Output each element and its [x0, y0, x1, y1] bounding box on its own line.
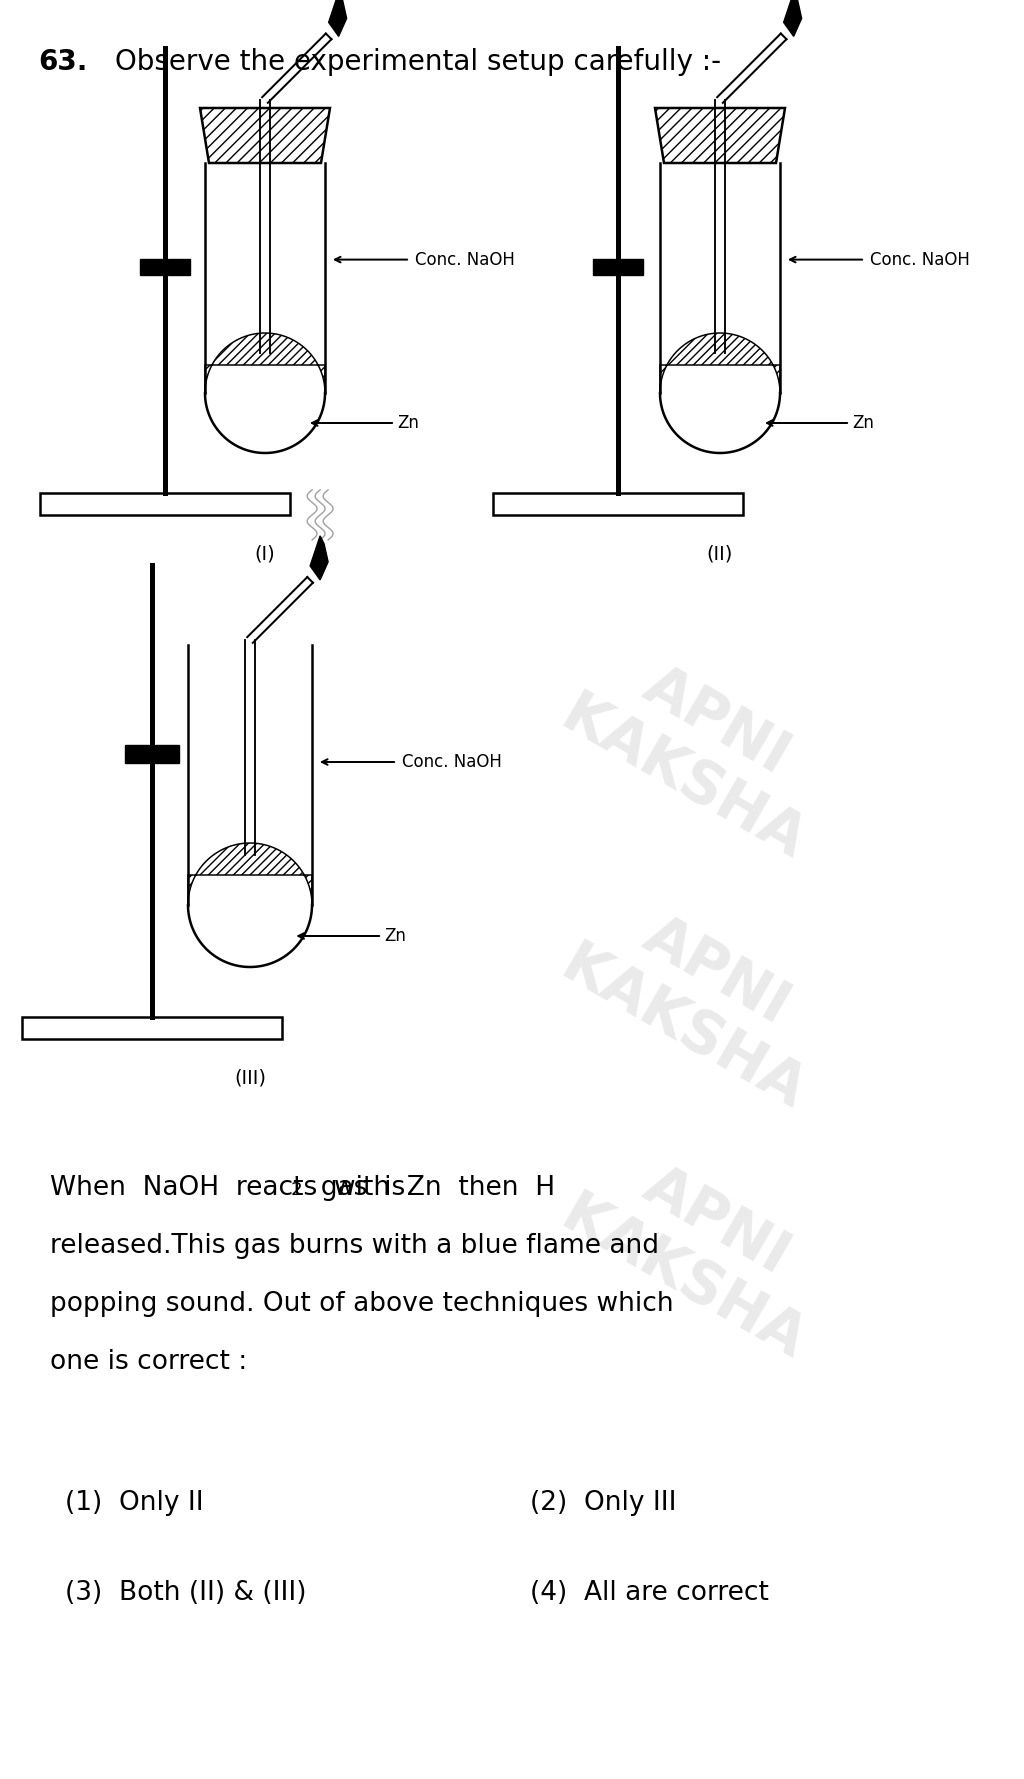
Bar	[493, 493, 743, 514]
Text: 63.: 63.	[38, 48, 87, 76]
Polygon shape	[205, 333, 325, 393]
Text: (II): (II)	[707, 544, 733, 564]
Text: When  NaOH  reacts  with  Zn  then  H: When NaOH reacts with Zn then H	[50, 1174, 555, 1201]
Text: (1)  Only II: (1) Only II	[65, 1491, 204, 1516]
Bar	[125, 745, 150, 763]
Polygon shape	[188, 843, 312, 906]
Polygon shape	[655, 109, 785, 164]
Text: (4)  All are correct: (4) All are correct	[530, 1580, 769, 1606]
Polygon shape	[310, 535, 328, 580]
Text: (3)  Both (II) & (III): (3) Both (II) & (III)	[65, 1580, 306, 1606]
Text: Zn: Zn	[384, 927, 406, 945]
Text: popping sound. Out of above techniques which: popping sound. Out of above techniques w…	[50, 1292, 674, 1316]
Text: APNI
KAKSHA: APNI KAKSHA	[552, 879, 849, 1121]
Text: one is correct :: one is correct :	[50, 1348, 247, 1375]
Text: Observe the experimental setup carefully :-: Observe the experimental setup carefully…	[115, 48, 721, 76]
Bar	[593, 258, 615, 274]
Bar	[140, 258, 162, 274]
Bar	[22, 1018, 282, 1039]
Text: Conc. NaOH: Conc. NaOH	[870, 251, 970, 269]
Text: Conc. NaOH: Conc. NaOH	[402, 753, 502, 770]
Polygon shape	[660, 333, 780, 393]
Text: released.This gas burns with a blue flame and: released.This gas burns with a blue flam…	[50, 1233, 659, 1260]
Bar	[155, 745, 179, 763]
Text: 2: 2	[291, 1181, 303, 1199]
Bar	[168, 258, 190, 274]
Text: Conc. NaOH: Conc. NaOH	[415, 251, 515, 269]
Text: APNI
KAKSHA: APNI KAKSHA	[552, 628, 849, 872]
Bar	[40, 493, 290, 514]
Text: Zn: Zn	[852, 415, 873, 432]
Text: (III): (III)	[234, 1069, 266, 1089]
Polygon shape	[200, 109, 330, 164]
Polygon shape	[329, 0, 347, 36]
Text: (I): (I)	[255, 544, 275, 564]
Text: APNI
KAKSHA: APNI KAKSHA	[552, 1130, 849, 1372]
Text: gas  is: gas is	[304, 1174, 406, 1201]
Bar	[621, 258, 643, 274]
Polygon shape	[783, 0, 802, 36]
Text: (2)  Only III: (2) Only III	[530, 1491, 677, 1516]
Text: Zn: Zn	[397, 415, 419, 432]
